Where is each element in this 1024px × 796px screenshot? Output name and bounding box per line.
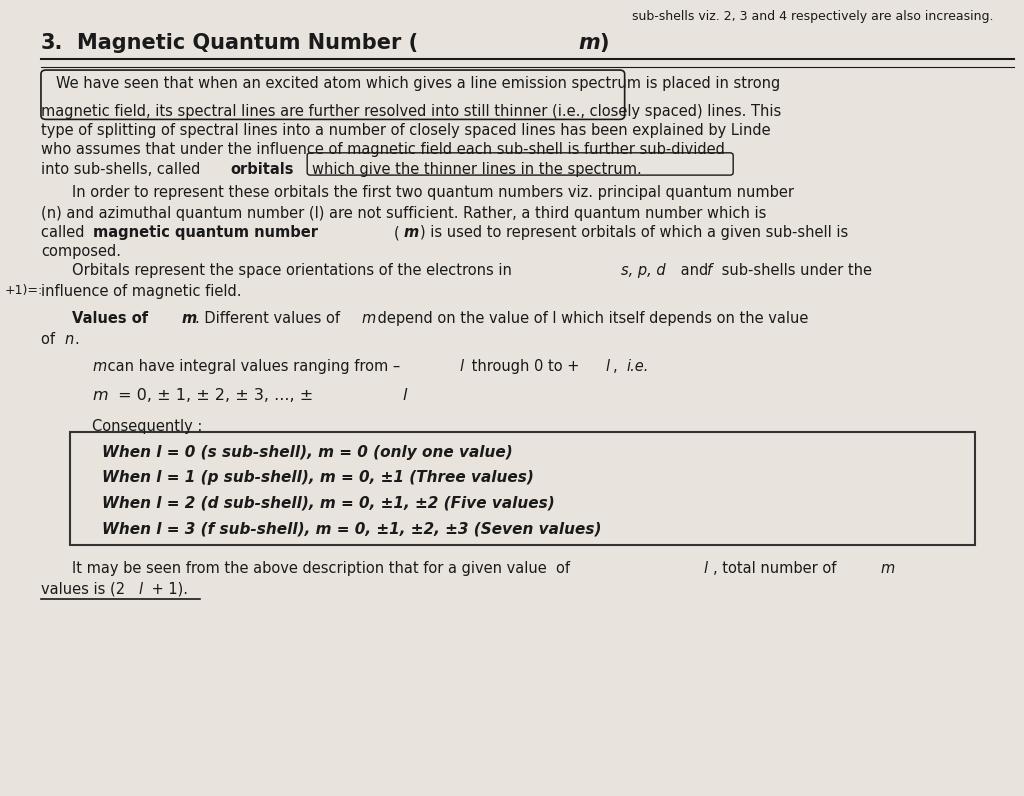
Text: (n) and azimuthal quantum number (l) are not sufficient. Rather, a third quantum: (n) and azimuthal quantum number (l) are… [41,206,766,221]
Text: orbitals: orbitals [230,162,294,177]
Text: which give the thinner lines in the spectrum.: which give the thinner lines in the spec… [312,162,642,177]
Text: (: ( [394,225,400,240]
Text: .: . [75,332,80,347]
Text: Orbitals represent the space orientations of the electrons in: Orbitals represent the space orientation… [72,263,516,279]
Text: into sub-shells, called: into sub-shells, called [41,162,205,177]
Text: When l = 3 (f sub-shell), m = 0, ±1, ±2, ±3 (Seven values): When l = 3 (f sub-shell), m = 0, ±1, ±2,… [102,521,602,537]
Text: l: l [138,582,142,597]
Text: When l = 2 (d sub-shell), m = 0, ±1, ±2 (Five values): When l = 2 (d sub-shell), m = 0, ±1, ±2 … [102,496,555,511]
Text: l: l [460,359,464,374]
Text: m: m [92,388,108,403]
Text: called: called [41,225,89,240]
Text: ,: , [613,359,623,374]
Text: type of splitting of spectral lines into a number of closely spaced lines has be: type of splitting of spectral lines into… [41,123,771,139]
Text: In order to represent these orbitals the first two quantum numbers viz. principa: In order to represent these orbitals the… [72,185,794,201]
Text: magnetic field, its spectral lines are further resolved into still thinner (i.e.: magnetic field, its spectral lines are f… [41,104,781,119]
Text: magnetic quantum number: magnetic quantum number [93,225,318,240]
Text: and: and [676,263,713,279]
Text: m: m [579,33,600,53]
Text: who assumes that under the influence of magnetic field each sub-shell is further: who assumes that under the influence of … [41,142,725,158]
Text: ): ) [599,33,608,53]
Text: 3.: 3. [41,33,63,53]
Text: m: m [361,311,376,326]
Text: ) is used to represent orbitals of which a given sub-shell is: ) is used to represent orbitals of which… [420,225,848,240]
Text: composed.: composed. [41,244,121,259]
Text: m: m [92,359,106,374]
Text: Values of: Values of [72,311,153,326]
Text: + 1).: + 1). [147,582,188,597]
Text: values is (2: values is (2 [41,582,125,597]
Text: When l = 1 (p sub-shell), m = 0, ±1 (Three values): When l = 1 (p sub-shell), m = 0, ±1 (Thr… [102,470,535,486]
Text: +1)=:: +1)=: [5,284,43,297]
Text: influence of magnetic field.: influence of magnetic field. [41,284,242,299]
Text: i.e.: i.e. [627,359,649,374]
Text: through 0 to +: through 0 to + [467,359,584,374]
Text: can have integral values ranging from –: can have integral values ranging from – [103,359,400,374]
Text: Magnetic Quantum Number (: Magnetic Quantum Number ( [77,33,418,53]
Text: When l = 0 (s sub-shell), m = 0 (only one value): When l = 0 (s sub-shell), m = 0 (only on… [102,445,513,460]
Text: f: f [707,263,712,279]
Text: of: of [41,332,59,347]
Text: sub-shells viz. 2, 3 and 4 respectively are also increasing.: sub-shells viz. 2, 3 and 4 respectively … [632,10,993,22]
Text: m: m [403,225,419,240]
Text: We have seen that when an excited atom which gives a line emission spectrum is p: We have seen that when an excited atom w… [56,76,780,91]
Text: s, p, d: s, p, d [621,263,666,279]
Text: Consequently :: Consequently : [92,419,203,435]
Text: l: l [703,561,708,576]
Text: l: l [402,388,407,403]
Text: . Different values of: . Different values of [195,311,344,326]
Text: m: m [881,561,895,576]
Text: n: n [65,332,74,347]
Text: m: m [181,311,197,326]
Text: , total number of: , total number of [713,561,841,576]
Text: l: l [605,359,609,374]
Text: = 0, ± 1, ± 2, ± 3, ..., ±: = 0, ± 1, ± 2, ± 3, ..., ± [113,388,318,403]
Text: It may be seen from the above description that for a given value  of: It may be seen from the above descriptio… [72,561,574,576]
Text: sub-shells under the: sub-shells under the [717,263,871,279]
Text: depend on the value of l which itself depends on the value: depend on the value of l which itself de… [373,311,808,326]
